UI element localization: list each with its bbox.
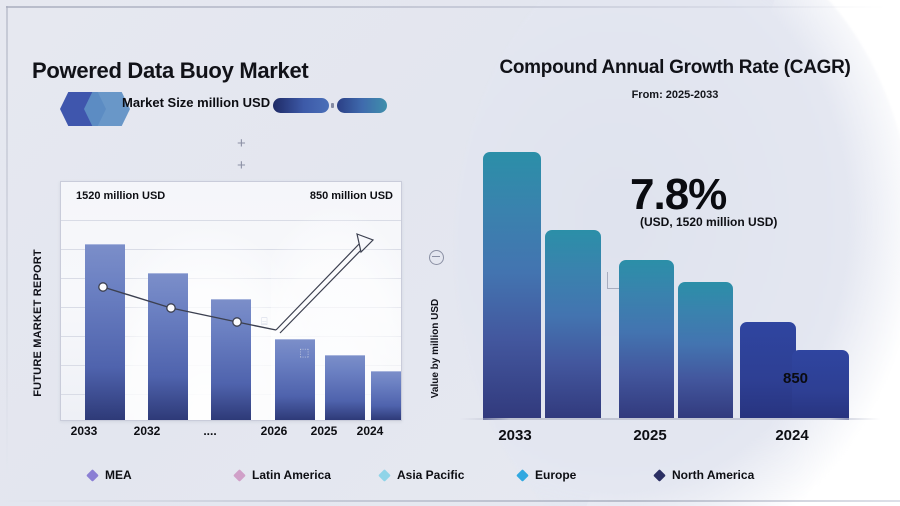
growth-arrow-head	[356, 233, 375, 254]
xtick-2024: 2024	[356, 424, 384, 438]
declining-trend-line	[102, 286, 277, 331]
trend-point-2	[166, 303, 176, 313]
legend-item-mea[interactable]: MEA	[86, 468, 132, 482]
legend-item-latin-america[interactable]: Latin America	[233, 468, 331, 482]
rbar-2025-lower	[678, 282, 733, 420]
xtick-2025: 2025	[310, 424, 338, 438]
bar-2032	[148, 273, 188, 420]
rbar-2033-upper	[483, 152, 541, 420]
xtick-2032: 2032	[133, 424, 161, 438]
legend-item-europe[interactable]: Europe	[516, 468, 577, 482]
market-size-caption: Market Size million USD	[122, 95, 271, 110]
rbar-2024-upper	[740, 322, 796, 420]
plus-marker-two: +	[237, 157, 246, 174]
right-bar-chart	[455, 150, 885, 420]
right-chart-baseline	[460, 418, 880, 420]
legend-diamond-icon	[378, 468, 391, 482]
xtick-2026: 2026	[260, 424, 288, 438]
growth-arrow-shaft-a	[275, 241, 362, 331]
xtick-2033: 2033	[70, 424, 98, 438]
bar-2033	[85, 244, 125, 420]
right-axis-title: Value by million USD	[428, 268, 444, 428]
trend-point-3	[232, 317, 242, 327]
right-panel-subtitle: From: 2025-2033	[631, 89, 719, 101]
left-axis-title: FUTURE MARKET REPORT	[30, 238, 46, 408]
rbar-2033-lower	[545, 230, 601, 420]
value-label-850: 850	[783, 370, 809, 387]
plus-marker-one: +	[237, 135, 246, 152]
right-axis-title-text: Value by million USD	[430, 298, 442, 398]
legend-diamond-icon	[86, 468, 99, 482]
left-border-line	[6, 6, 8, 500]
legend-label: Latin America	[252, 468, 331, 482]
bar-2024	[371, 371, 401, 420]
start-value-label: 1520 million USD	[76, 190, 166, 202]
xtick-ellipsis: ....	[203, 424, 217, 438]
legend-item-asia-pacific[interactable]: Asia Pacific	[378, 468, 465, 482]
bar-ellipsis	[211, 299, 251, 420]
legend-pill-secondary	[337, 98, 387, 113]
growth-arrow-shaft-b	[279, 245, 366, 334]
top-border-line	[6, 6, 886, 8]
rbar-2024-lower	[792, 350, 849, 420]
trend-point-1	[98, 282, 108, 292]
cagr-note: (USD, 1520 million USD)	[640, 215, 778, 229]
left-axis-title-text: FUTURE MARKET REPORT	[32, 249, 45, 397]
legend-diamond-icon	[233, 468, 246, 482]
legend-item-north-america[interactable]: North America	[653, 468, 755, 482]
rxtick-2024: 2024	[775, 427, 809, 444]
brand-logo	[60, 92, 130, 126]
watermark-icon-two: ⬚	[299, 347, 310, 359]
legend-label: MEA	[105, 468, 132, 482]
rxtick-2033: 2033	[498, 427, 532, 444]
legend-diamond-icon	[516, 468, 529, 482]
legend-label: North America	[672, 468, 755, 482]
legend-pill-primary	[273, 98, 329, 113]
rxtick-2025: 2025	[633, 427, 667, 444]
cagr-value: 7.8%	[630, 170, 727, 219]
right-panel-title: Compound Annual Growth Rate (CAGR)	[499, 57, 851, 78]
watermark-icon-one: ⌸	[261, 316, 268, 328]
trend-overlay	[98, 233, 375, 334]
left-bar-chart: 1520 million USD 850 million USD ⌸ ⬚	[60, 181, 402, 421]
legend-diamond-icon	[653, 468, 666, 482]
minus-circle-icon	[429, 250, 444, 265]
region-legend: MEA Latin America Asia Pacific Europe No…	[0, 462, 900, 488]
left-panel-title: Powered Data Buoy Market	[32, 58, 309, 83]
end-value-label: 850 million USD	[309, 190, 393, 202]
legend-label: Europe	[535, 468, 577, 482]
bar-2026	[275, 339, 315, 420]
bottom-border-line	[0, 500, 900, 502]
rbar-2025-upper	[619, 260, 674, 420]
legend-label: Asia Pacific	[397, 468, 465, 482]
pill-separator-icon	[331, 103, 334, 108]
bar-2025	[325, 355, 365, 420]
hexagon-right-icon	[84, 92, 130, 126]
